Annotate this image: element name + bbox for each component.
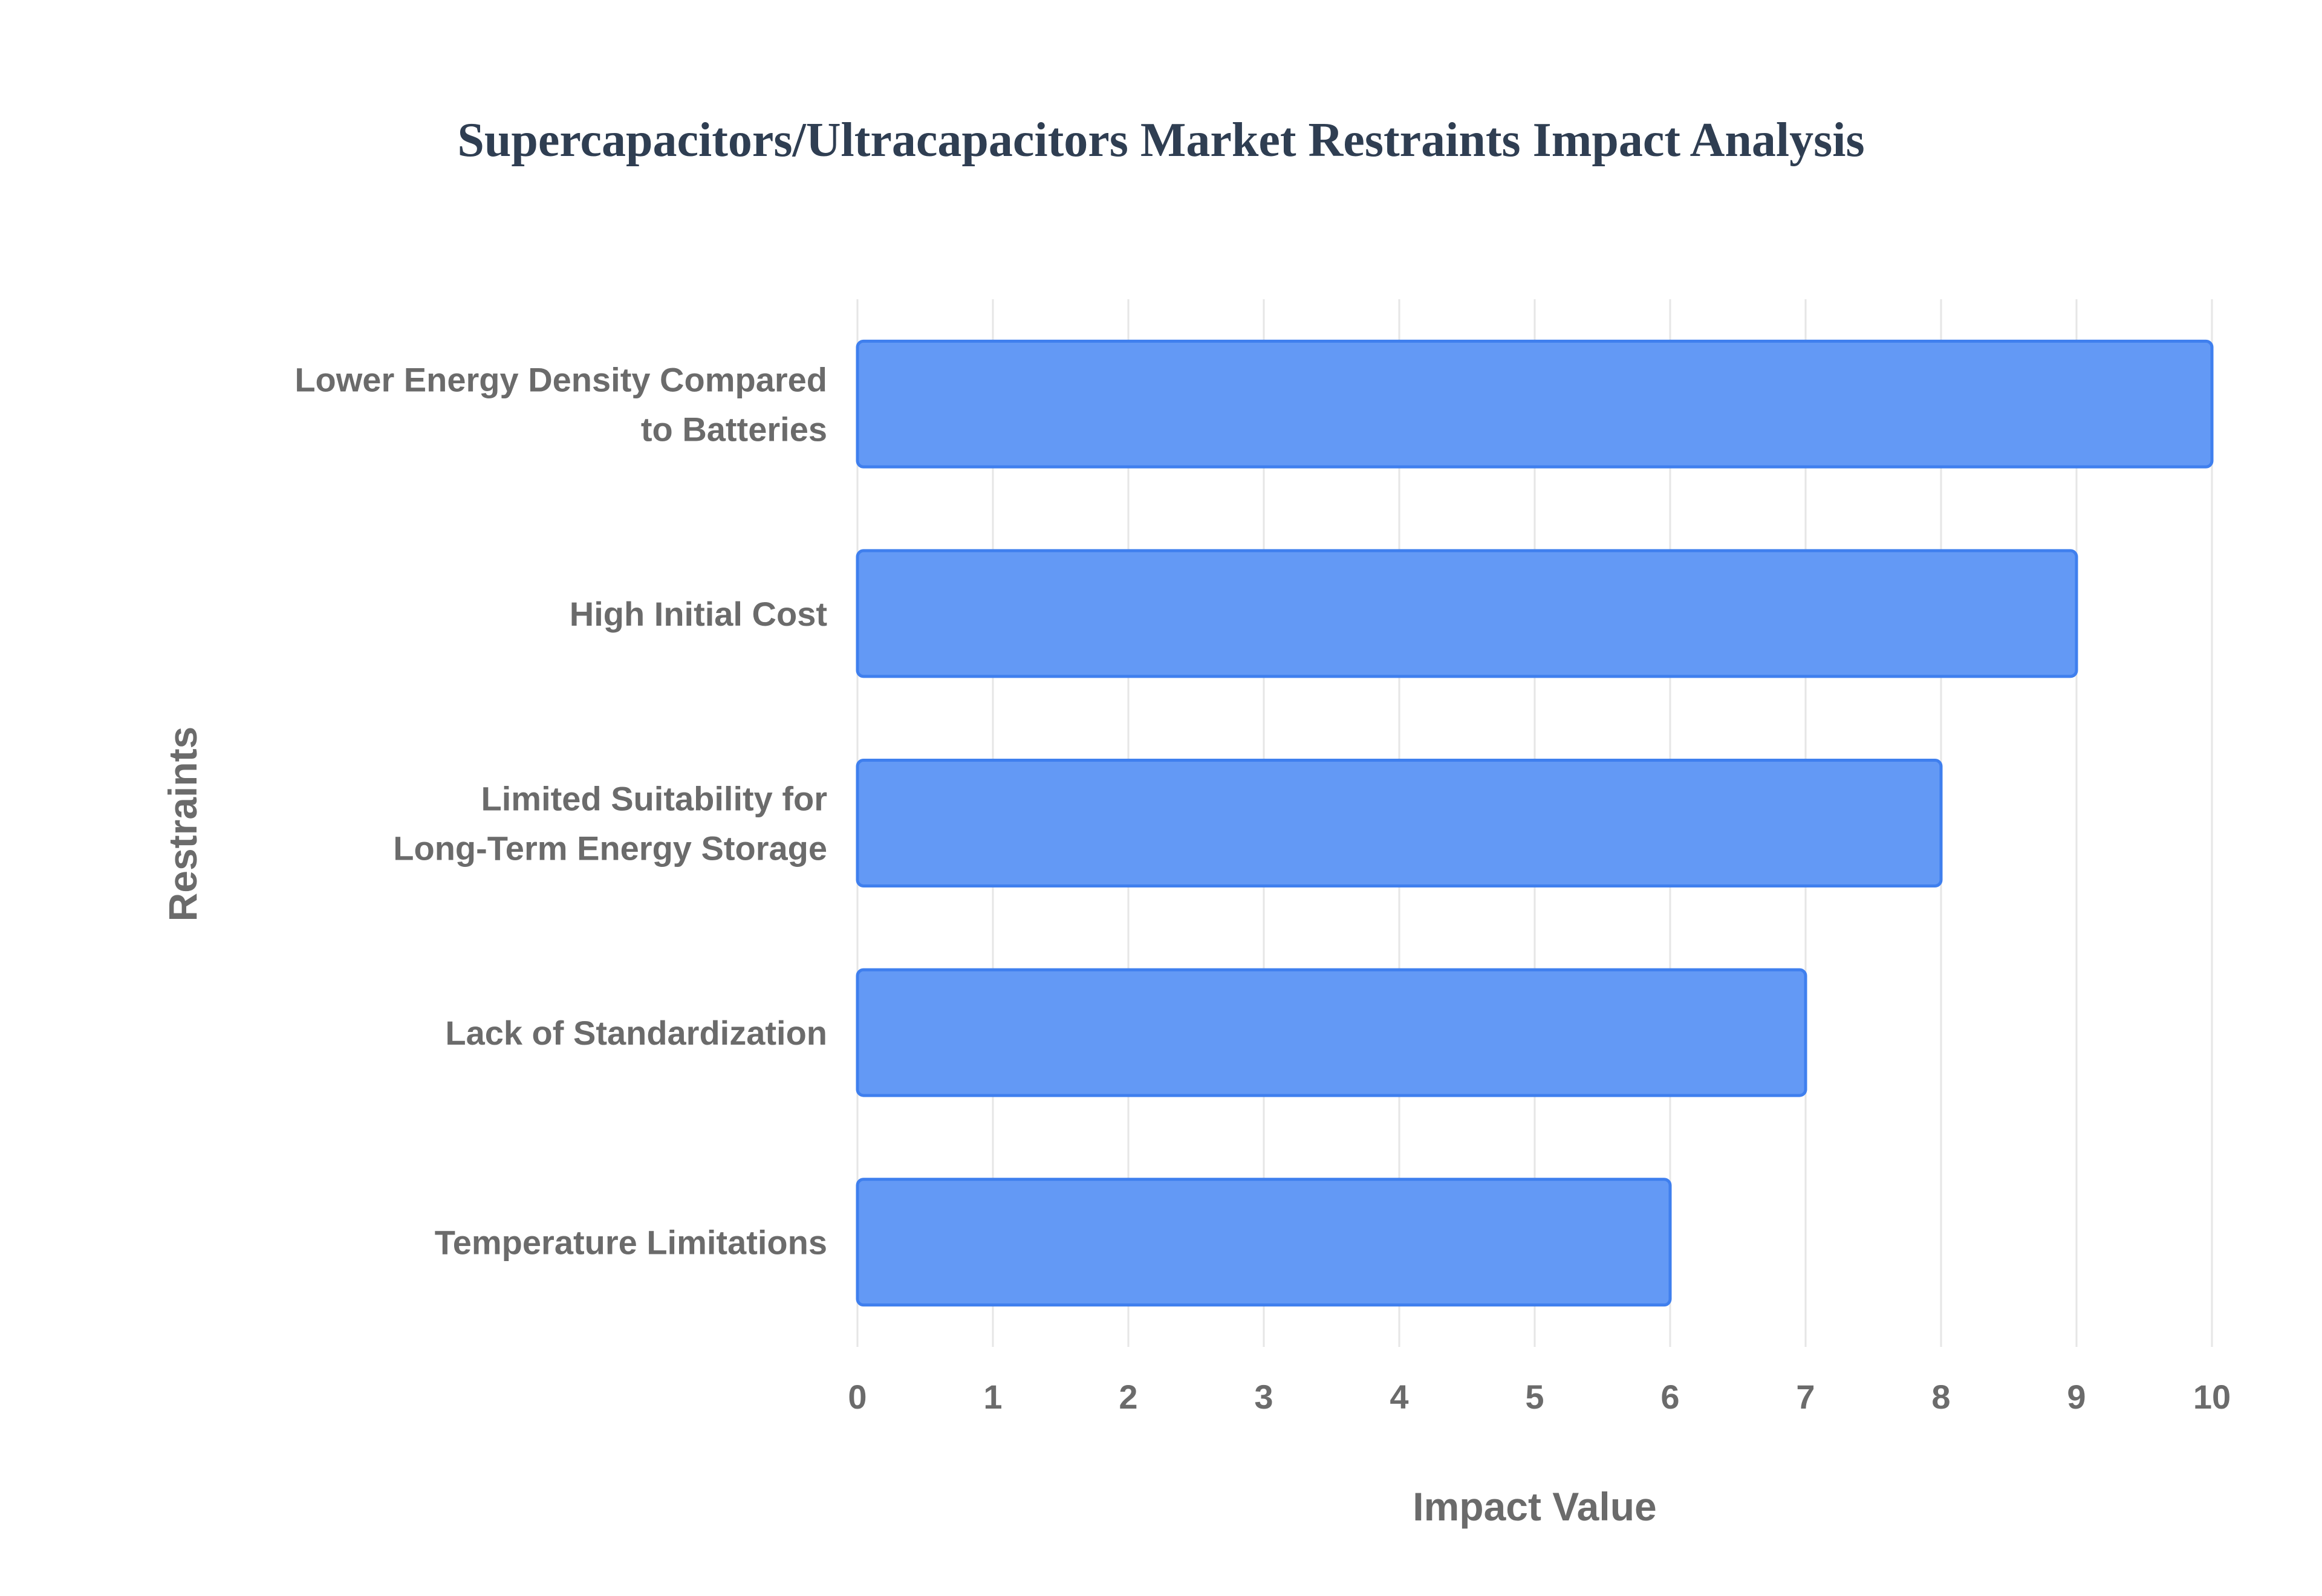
- chart-title: Supercapacitors/Ultracapacitors Market R…: [457, 114, 1864, 167]
- x-tick-label: 10: [2193, 1378, 2231, 1416]
- x-tick-label: 7: [1796, 1378, 1815, 1416]
- bar: [856, 759, 1943, 887]
- category-label: Lack of Standardization: [445, 1014, 827, 1052]
- x-tick-labels: 0 1 2 3 4 5 6 7 8 9 10: [848, 1378, 2231, 1416]
- x-tick-label: 5: [1525, 1378, 1544, 1416]
- bar: [856, 339, 2214, 469]
- category-label: Temperature Limitations: [435, 1224, 827, 1262]
- x-tick-label: 3: [1254, 1378, 1273, 1416]
- x-tick-label: 6: [1660, 1378, 1679, 1416]
- bar: [856, 1178, 1672, 1307]
- category-labels: Lower Energy Density Compared to Batterie…: [294, 360, 827, 1261]
- x-tick-label: 1: [983, 1378, 1002, 1416]
- bars: [856, 339, 2214, 1307]
- category-label: High Initial Cost: [570, 595, 827, 633]
- x-tick-label: 2: [1119, 1378, 1137, 1416]
- x-tick-label: 4: [1390, 1378, 1408, 1416]
- bar: [856, 549, 2078, 678]
- x-axis-title: Impact Value: [1413, 1484, 1657, 1529]
- category-label: Lower Energy Density Compared to Batterie…: [294, 360, 827, 448]
- y-axis-title: Restraints: [160, 727, 205, 922]
- bar: [856, 968, 1807, 1097]
- x-tick-label: 9: [2067, 1378, 2086, 1416]
- x-tick-label: 0: [848, 1378, 867, 1416]
- category-label: Limited Suitability for Long-Term Energy …: [393, 780, 827, 868]
- x-tick-label: 8: [1931, 1378, 1950, 1416]
